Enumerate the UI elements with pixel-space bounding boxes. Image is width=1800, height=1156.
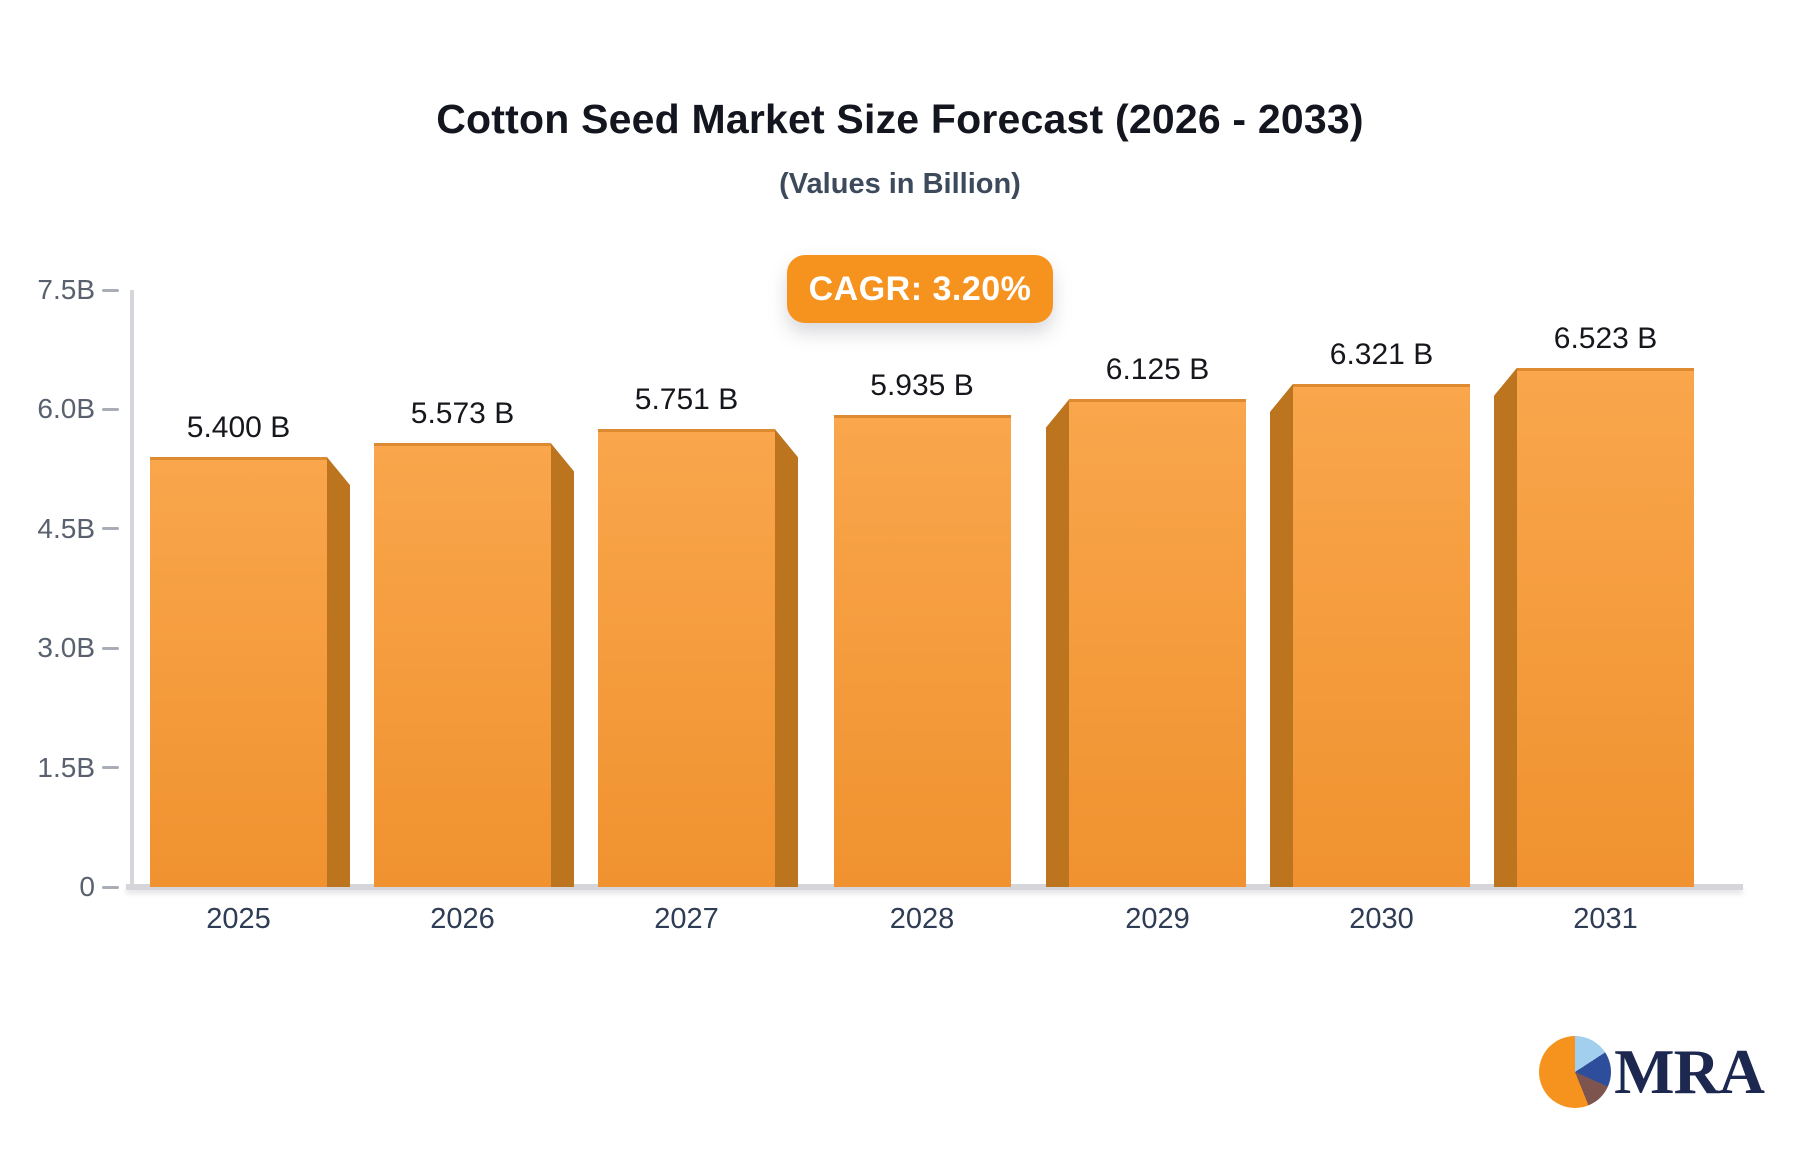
- bar-value-label: 5.573 B: [410, 397, 515, 431]
- y-tick-dash: [102, 407, 119, 411]
- y-tick-label: 1.5B: [37, 751, 95, 783]
- bar-3d-side-face: [775, 429, 798, 887]
- x-axis-label-2027: 2027: [654, 903, 719, 935]
- x-axis-label-2031: 2031: [1573, 903, 1638, 935]
- y-tick-label: 3.0B: [37, 632, 95, 664]
- y-axis-line: [130, 290, 134, 889]
- bar-3d-side-face: [1046, 399, 1069, 887]
- bar-3d-side-face: [327, 457, 350, 887]
- bar-3d-side-face: [551, 443, 574, 887]
- x-axis-label-2028: 2028: [889, 903, 955, 935]
- bar-front-face: [833, 414, 1011, 887]
- x-axis-label-2029: 2029: [1125, 903, 1190, 935]
- bar-value-label: 5.935 B: [870, 368, 974, 402]
- cagr-badge: CAGR: 3.20%: [787, 255, 1053, 323]
- bar-2025: 5.400 B: [150, 411, 350, 887]
- bar-2027: 5.751 B: [598, 383, 798, 887]
- bar-value-label: 6.321 B: [1329, 337, 1434, 371]
- bar-2026: 5.573 B: [374, 397, 574, 887]
- bar-2028: 5.935 B: [822, 369, 1022, 887]
- chart-title: Cotton Seed Market Size Forecast (2026 -…: [436, 96, 1364, 142]
- brand-logo: MRA: [1539, 1032, 1765, 1112]
- y-tick-label: 0: [79, 871, 95, 902]
- y-tick-dash: [102, 885, 119, 889]
- bar-value-label: 5.400 B: [186, 411, 291, 445]
- bar-front-face: [1293, 383, 1470, 887]
- y-tick-dash: [102, 766, 119, 770]
- bar-3d-side-face: [1494, 367, 1517, 887]
- bar-2029: 6.125 B: [1046, 353, 1246, 887]
- bar-value-label: 5.751 B: [634, 383, 739, 417]
- y-tick-label: 7.5B: [37, 274, 95, 305]
- x-axis-label-2026: 2026: [430, 903, 495, 935]
- bar-front-face: [598, 429, 775, 887]
- bar-chart-plot-area: 7.5B 6.0B 4.5B 3.0B 1.5B 0 5.400 B 5.573 B 5.75…: [37, 276, 1743, 935]
- bar-2030: 6.321 B: [1270, 338, 1470, 887]
- bar-front-face: [1517, 367, 1694, 887]
- x-axis-label-2030: 2030: [1349, 903, 1414, 935]
- bar-3d-side-face: [1270, 383, 1293, 887]
- bar-value-label: 6.125 B: [1105, 353, 1210, 387]
- y-tick-dash: [102, 646, 119, 650]
- y-tick-dash: [102, 288, 119, 292]
- bar-front-face: [374, 443, 551, 887]
- bar-front-face: [1069, 399, 1246, 887]
- brand-logo-text: MRA: [1614, 1036, 1765, 1107]
- chart-subtitle: (Values in Billion): [779, 168, 1021, 200]
- y-tick-dash: [102, 527, 119, 531]
- x-axis-label-2025: 2025: [206, 903, 271, 935]
- x-axis-line: [126, 884, 1743, 890]
- y-tick-label: 6.0B: [37, 393, 95, 425]
- y-tick-label: 4.5B: [37, 512, 95, 544]
- pie-chart-logo-icon: [1539, 1036, 1612, 1108]
- cagr-badge-label: CAGR: 3.20%: [808, 269, 1032, 308]
- bar-value-label: 6.523 B: [1553, 321, 1658, 355]
- bar-front-face: [150, 457, 327, 887]
- bar-2031: 6.523 B: [1494, 322, 1694, 887]
